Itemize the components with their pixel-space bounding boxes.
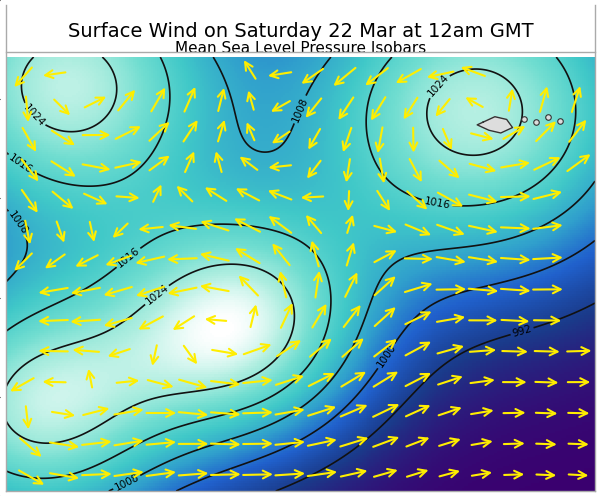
- Text: 1016: 1016: [424, 196, 451, 211]
- Text: 1008: 1008: [7, 209, 30, 237]
- Text: Mean Sea Level Pressure Isobars: Mean Sea Level Pressure Isobars: [175, 41, 426, 56]
- Text: 1008: 1008: [113, 472, 141, 493]
- Text: Surface Wind on Saturday 22 Mar at 12am GMT: Surface Wind on Saturday 22 Mar at 12am …: [68, 22, 533, 41]
- Text: 1024: 1024: [21, 103, 46, 128]
- Text: 1016: 1016: [7, 152, 34, 176]
- Text: 1016: 1016: [115, 246, 142, 270]
- Text: 1024: 1024: [144, 283, 170, 307]
- Text: 992: 992: [511, 323, 533, 339]
- Text: 1008: 1008: [290, 95, 310, 124]
- Text: 1024: 1024: [426, 72, 451, 99]
- Polygon shape: [477, 117, 513, 133]
- Text: 1000: 1000: [375, 342, 398, 370]
